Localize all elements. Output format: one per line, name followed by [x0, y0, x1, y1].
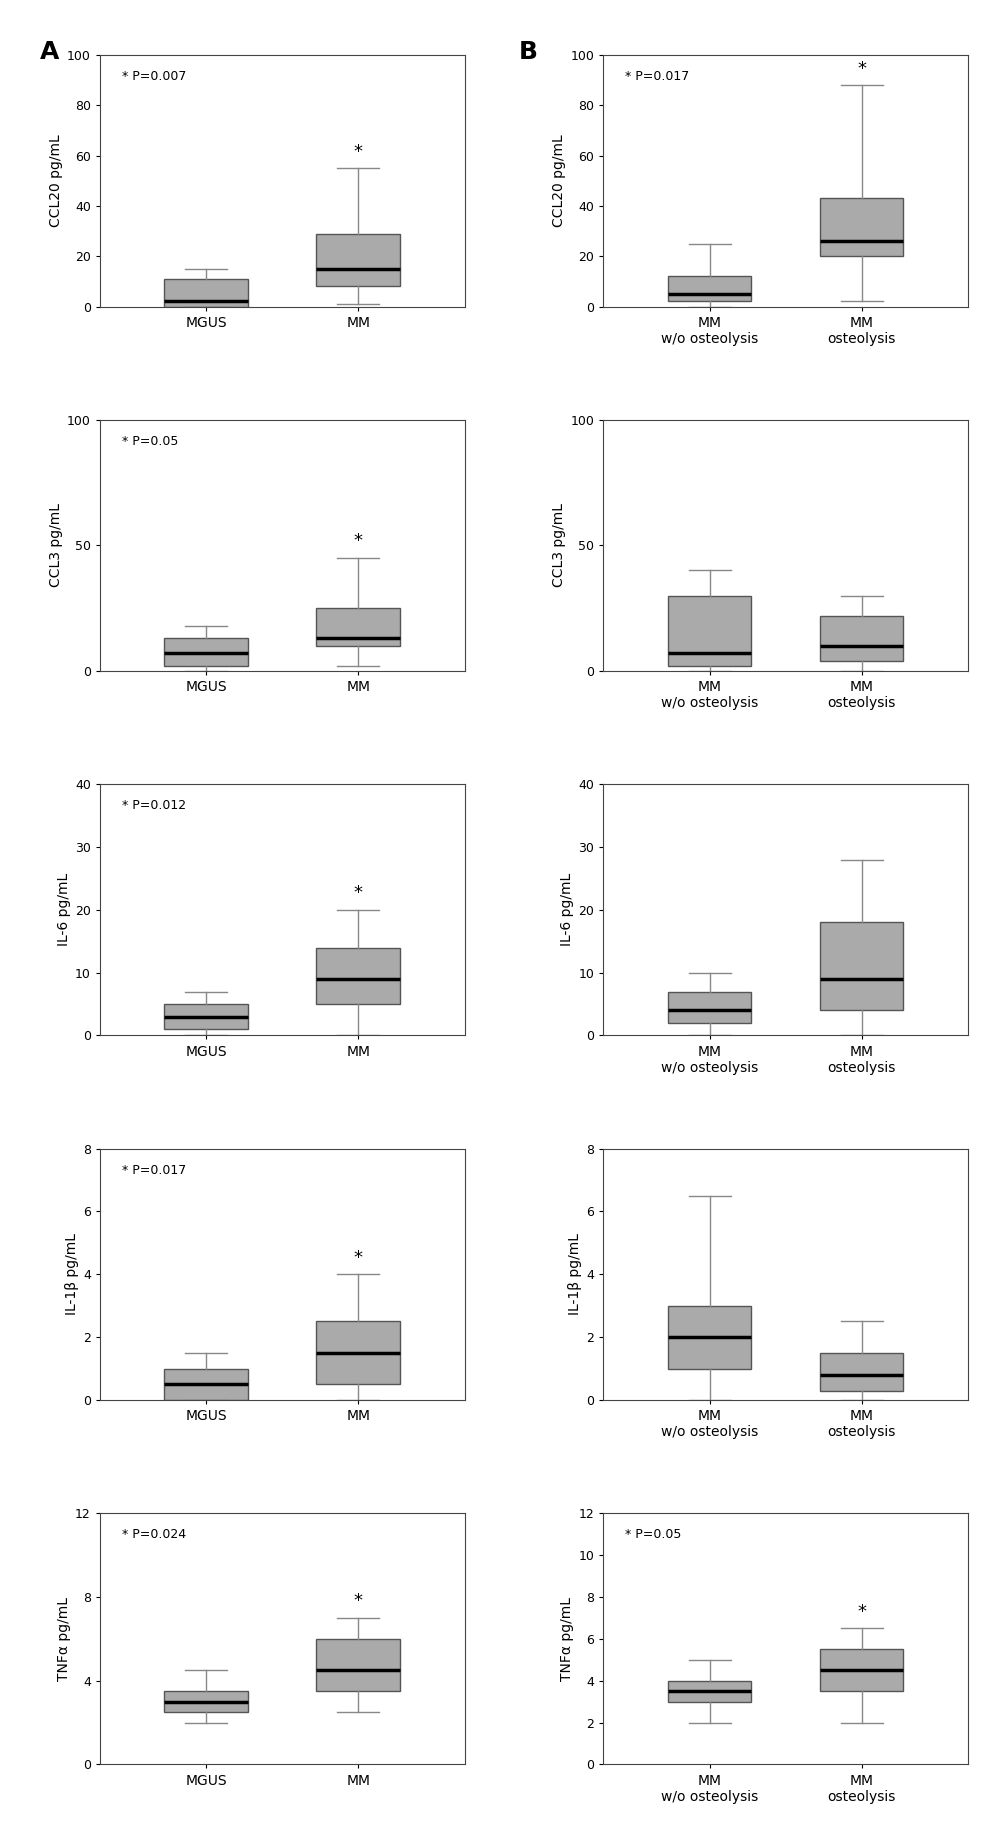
Text: *: * — [353, 884, 362, 902]
Y-axis label: IL-6 pg/mL: IL-6 pg/mL — [57, 873, 71, 947]
Text: * P=0.017: * P=0.017 — [122, 1163, 186, 1176]
Text: *: * — [353, 1592, 362, 1610]
PathPatch shape — [165, 1004, 249, 1029]
PathPatch shape — [165, 638, 249, 665]
Y-axis label: IL-1β pg/mL: IL-1β pg/mL — [568, 1233, 582, 1316]
PathPatch shape — [819, 616, 903, 662]
PathPatch shape — [668, 991, 751, 1024]
PathPatch shape — [819, 923, 903, 1011]
Y-axis label: TNFα pg/mL: TNFα pg/mL — [560, 1597, 574, 1680]
PathPatch shape — [165, 279, 249, 307]
Text: * P=0.007: * P=0.007 — [122, 70, 186, 83]
Y-axis label: IL-1β pg/mL: IL-1β pg/mL — [65, 1233, 79, 1316]
Text: A: A — [40, 40, 59, 64]
Y-axis label: CCL20 pg/mL: CCL20 pg/mL — [49, 134, 63, 228]
PathPatch shape — [668, 1305, 751, 1369]
Text: B: B — [519, 40, 538, 64]
Y-axis label: CCL20 pg/mL: CCL20 pg/mL — [552, 134, 566, 228]
PathPatch shape — [668, 596, 751, 665]
Y-axis label: IL-6 pg/mL: IL-6 pg/mL — [560, 873, 574, 947]
PathPatch shape — [819, 199, 903, 255]
PathPatch shape — [668, 1680, 751, 1702]
Text: *: * — [857, 61, 866, 77]
PathPatch shape — [819, 1353, 903, 1391]
Text: *: * — [353, 533, 362, 550]
Text: *: * — [353, 143, 362, 160]
Text: * P=0.017: * P=0.017 — [625, 70, 690, 83]
Y-axis label: TNFα pg/mL: TNFα pg/mL — [57, 1597, 71, 1680]
PathPatch shape — [316, 608, 400, 645]
Text: *: * — [353, 1248, 362, 1266]
Text: *: * — [857, 1603, 866, 1621]
Text: * P=0.05: * P=0.05 — [625, 1527, 682, 1542]
PathPatch shape — [316, 1639, 400, 1691]
PathPatch shape — [316, 1322, 400, 1384]
PathPatch shape — [165, 1691, 249, 1713]
Text: * P=0.05: * P=0.05 — [122, 436, 178, 448]
Y-axis label: CCL3 pg/mL: CCL3 pg/mL — [49, 504, 63, 588]
PathPatch shape — [165, 1369, 249, 1401]
PathPatch shape — [316, 948, 400, 1004]
PathPatch shape — [668, 276, 751, 301]
Text: * P=0.012: * P=0.012 — [122, 800, 186, 812]
Text: * P=0.024: * P=0.024 — [122, 1527, 186, 1542]
PathPatch shape — [819, 1649, 903, 1691]
Y-axis label: CCL3 pg/mL: CCL3 pg/mL — [552, 504, 566, 588]
PathPatch shape — [316, 233, 400, 287]
